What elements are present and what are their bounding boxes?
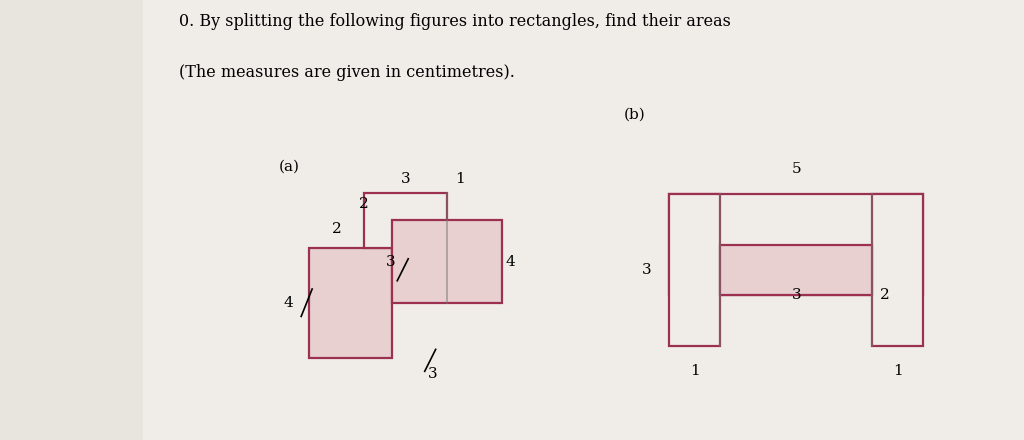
Text: 5: 5 [792, 162, 801, 176]
Text: 2: 2 [332, 222, 342, 235]
Text: 4: 4 [506, 254, 515, 268]
Text: (The measures are given in centimetres).: (The measures are given in centimetres). [179, 64, 515, 81]
Text: 3: 3 [642, 263, 651, 277]
Text: 2: 2 [880, 289, 890, 302]
Text: (a): (a) [280, 160, 300, 174]
Text: 3: 3 [792, 289, 801, 302]
Bar [670, 194, 924, 296]
Text: (b): (b) [624, 108, 645, 121]
Text: 2: 2 [358, 197, 369, 211]
Text: 1: 1 [456, 172, 465, 186]
Text: 1: 1 [893, 364, 903, 378]
Text: 3: 3 [400, 172, 411, 186]
Bar [872, 194, 924, 346]
Bar [720, 245, 872, 296]
Bar [670, 194, 720, 346]
Text: 0. By splitting the following figures into rectangles, find their areas: 0. By splitting the following figures in… [179, 13, 731, 30]
Text: 1: 1 [690, 364, 699, 378]
Bar [392, 220, 502, 303]
Text: 4: 4 [284, 296, 293, 310]
Bar [309, 248, 392, 358]
Bar [365, 193, 446, 248]
Text: 3: 3 [428, 367, 437, 381]
Text: 3: 3 [386, 254, 396, 268]
